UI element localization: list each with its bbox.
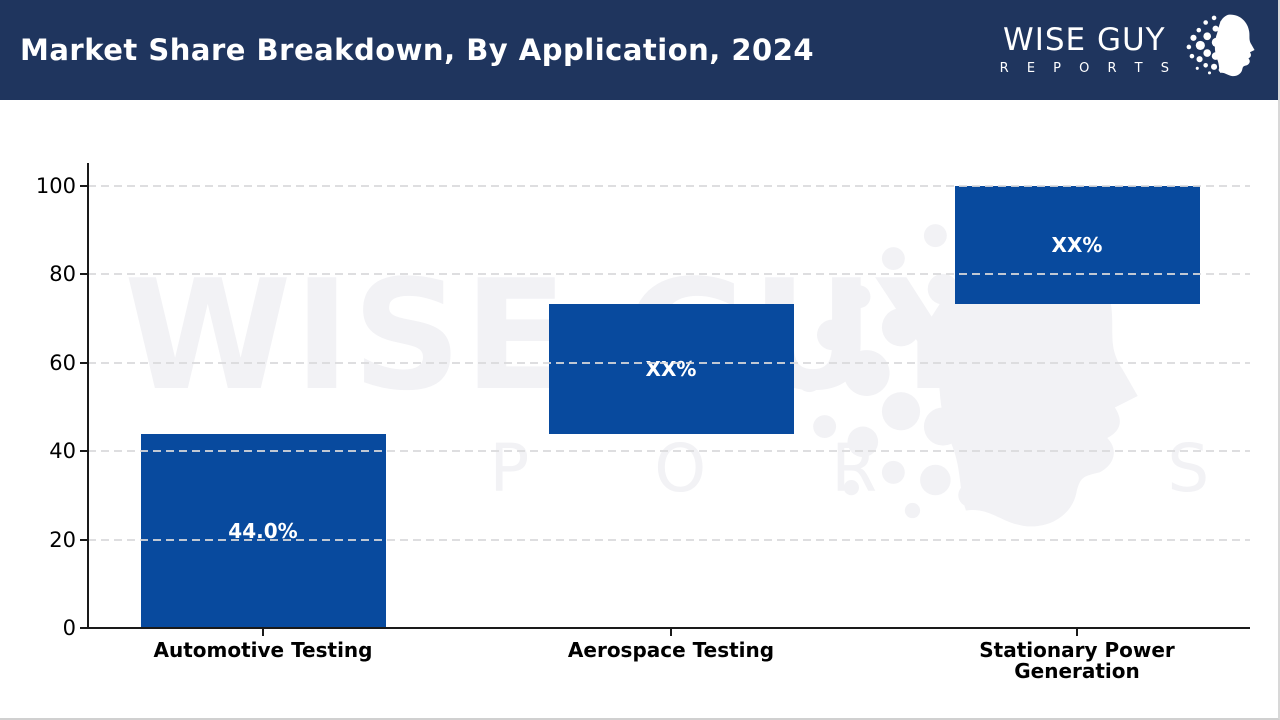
brand-subname: R E P O R T S <box>999 60 1176 76</box>
brand-text: WISE GUY R E P O R T S <box>993 21 1176 76</box>
x-axis-label: Aerospace Testing <box>567 638 775 662</box>
gridline <box>88 361 1250 364</box>
y-axis-tick <box>80 627 88 629</box>
x-axis-label: Automotive Testing <box>153 638 373 662</box>
y-axis-tick <box>80 450 88 453</box>
y-axis-tick <box>80 361 88 364</box>
y-axis-tick-label: 20 <box>49 527 76 552</box>
x-axis-label: Stationary Power Generation <box>979 638 1175 683</box>
brand-name: WISE GUY <box>1003 21 1166 58</box>
bar-value-label: XX% <box>1051 233 1103 257</box>
bar: XX% <box>954 186 1200 304</box>
gridline <box>88 538 1250 541</box>
gridline <box>88 450 1250 453</box>
gridline <box>88 185 1250 187</box>
y-axis-tick <box>80 185 88 187</box>
y-axis-tick-label: 0 <box>62 616 76 640</box>
bar-value-label: XX% <box>645 356 697 381</box>
y-axis-tick <box>80 538 88 541</box>
y-axis-line <box>87 163 89 629</box>
brand-logo: WISE GUY R E P O R T S <box>993 11 1270 89</box>
y-axis-tick <box>80 273 88 276</box>
gridline <box>88 273 1250 276</box>
y-axis-tick-label: 80 <box>49 262 76 287</box>
header-bar: Market Share Breakdown, By Application, … <box>0 0 1278 100</box>
y-axis-tick-label: 40 <box>49 439 76 464</box>
y-axis-tick-label: 100 <box>35 174 76 198</box>
dotted-face-icon <box>1182 11 1266 89</box>
x-axis-tick <box>262 629 264 636</box>
page-title: Market Share Breakdown, By Application, … <box>20 33 815 67</box>
bar: XX% <box>548 304 794 434</box>
x-axis-tick <box>670 629 672 636</box>
x-axis-tick <box>1076 629 1078 636</box>
y-axis-tick-label: 60 <box>49 350 76 375</box>
bar: 44.0% <box>140 433 386 628</box>
x-axis-line <box>87 627 1250 629</box>
